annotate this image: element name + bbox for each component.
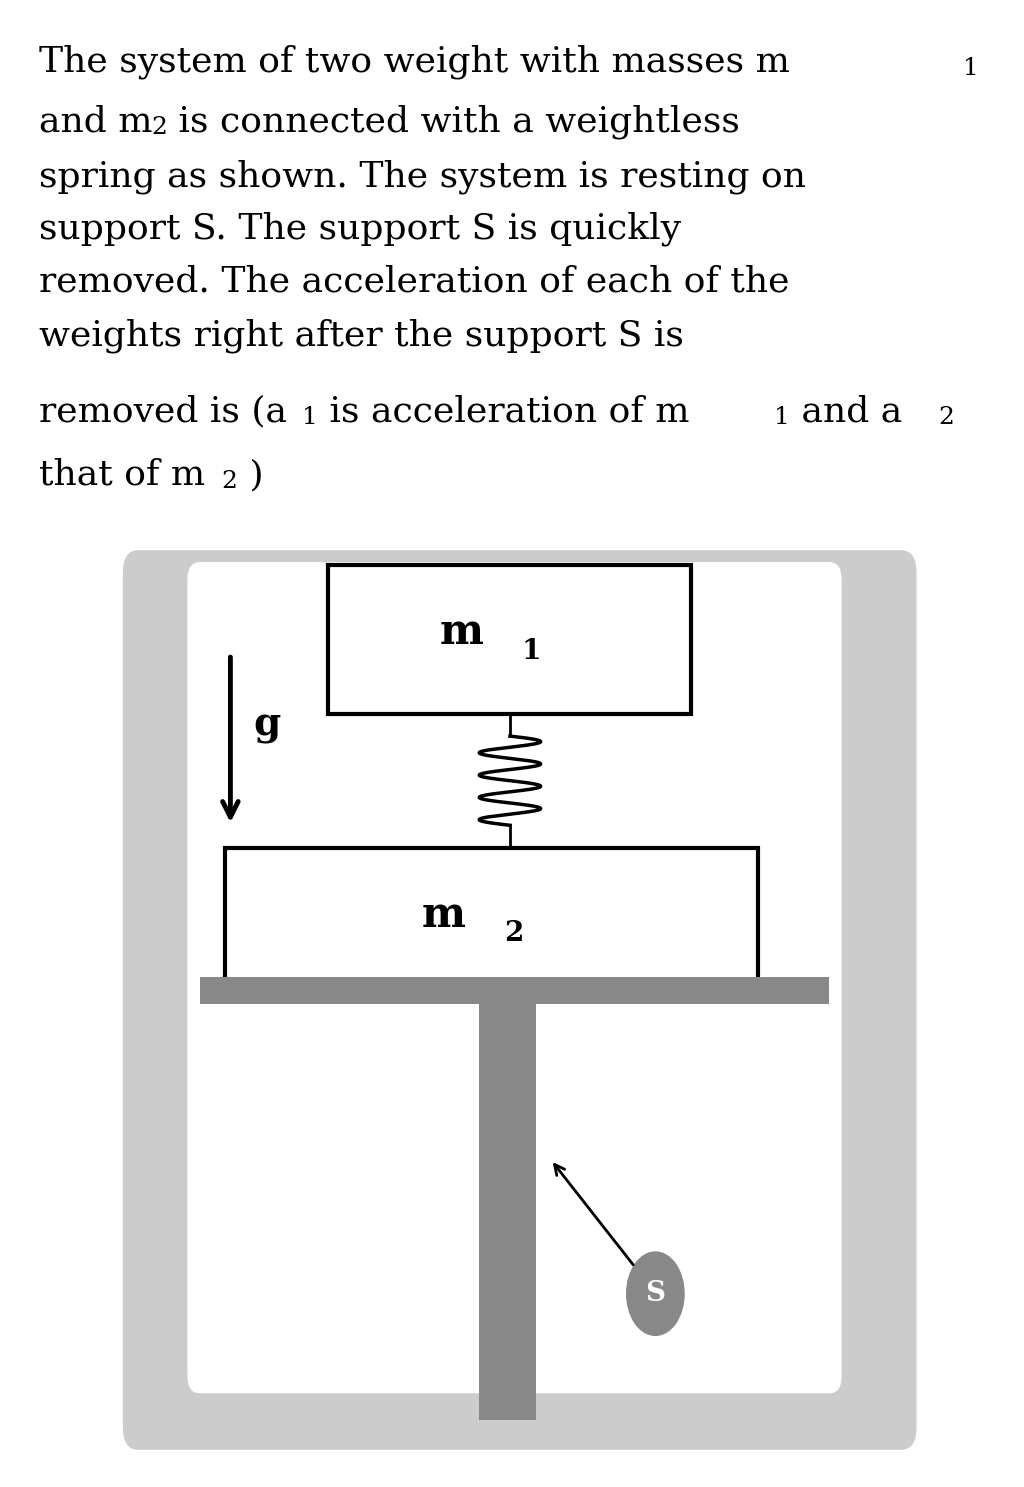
Text: 1: 1: [302, 406, 317, 428]
Text: 2: 2: [504, 920, 523, 947]
Text: weights right after the support S is: weights right after the support S is: [39, 318, 684, 352]
Text: that of m: that of m: [39, 458, 205, 492]
Bar: [479, 1004, 536, 1420]
Text: 2: 2: [938, 406, 954, 428]
Text: The system of two weight with masses m: The system of two weight with masses m: [39, 45, 790, 79]
Text: is acceleration of m: is acceleration of m: [318, 394, 690, 428]
Bar: [200, 977, 829, 1004]
Text: ): ): [238, 458, 263, 492]
Text: 1: 1: [774, 406, 790, 428]
Text: spring as shown. The system is resting on: spring as shown. The system is resting o…: [39, 159, 806, 193]
Text: 1: 1: [963, 57, 978, 79]
FancyBboxPatch shape: [123, 550, 916, 1450]
Bar: [225, 848, 758, 996]
Text: 2: 2: [152, 116, 168, 138]
Text: and m: and m: [39, 104, 153, 138]
Text: removed is (a: removed is (a: [39, 394, 287, 428]
Text: 2: 2: [221, 470, 238, 492]
Text: is connected with a weightless: is connected with a weightless: [167, 104, 739, 138]
Circle shape: [627, 1252, 684, 1335]
FancyBboxPatch shape: [187, 562, 842, 1393]
Bar: [328, 565, 691, 714]
Text: support S. The support S is quickly: support S. The support S is quickly: [39, 211, 681, 245]
Text: 1: 1: [521, 638, 541, 665]
Text: g: g: [253, 706, 281, 744]
Text: m: m: [440, 611, 483, 653]
Text: removed. The acceleration of each of the: removed. The acceleration of each of the: [39, 265, 790, 299]
Text: m: m: [422, 894, 466, 935]
Text: and a: and a: [790, 394, 902, 428]
Text: S: S: [645, 1280, 666, 1307]
